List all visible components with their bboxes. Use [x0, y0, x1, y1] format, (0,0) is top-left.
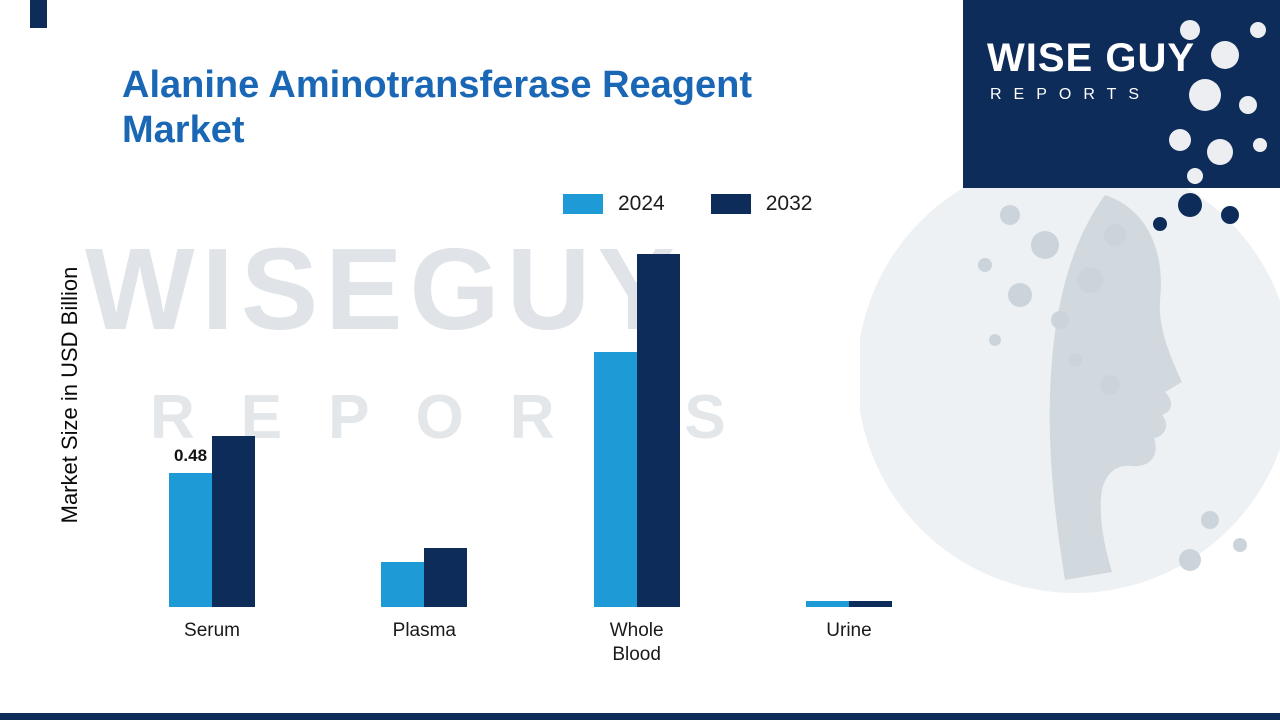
legend-item-2024: 2024: [563, 192, 665, 216]
bar-serum-2032: [212, 436, 255, 607]
legend-swatch-2024: [563, 194, 603, 214]
legend-item-2032: 2032: [710, 192, 813, 216]
bar-group-whole-blood: Whole Blood: [593, 220, 680, 665]
y-axis-label: Market Size in USD Billion: [57, 266, 82, 524]
corner-accent-rect: [30, 0, 47, 28]
legend-swatch-2032: [710, 194, 751, 214]
category-label-whole-blood: Whole Blood: [609, 620, 664, 665]
bar-groups: 0.48 Serum Plasma Whole Blood Urine: [169, 220, 892, 665]
chart-legend: 2024 2032: [563, 192, 812, 216]
bar-group-plasma: Plasma: [381, 220, 468, 641]
bar-urine-2024: [805, 601, 849, 607]
legend-label-2032: 2032: [765, 192, 813, 215]
legend-label-2024: 2024: [618, 192, 665, 215]
brand-logo-subtitle: REPORTS: [990, 86, 1152, 103]
bar-whole-blood-2024: [593, 352, 637, 607]
bars-whole-blood: [593, 254, 680, 607]
bottom-accent-bar: [0, 713, 1280, 720]
bar-value-label-serum-2024: 0.48: [173, 446, 208, 465]
bar-whole-blood-2032: [636, 254, 680, 607]
page-title: Alanine Aminotransferase Reagent Market: [122, 64, 752, 151]
dotted-head-white-dots: [1169, 20, 1267, 184]
bar-group-urine: Urine: [805, 220, 892, 641]
category-label-serum: Serum: [184, 620, 240, 641]
bars-serum: 0.48: [169, 436, 255, 607]
dotted-head-navy-dots: [1153, 193, 1239, 231]
bar-urine-2032: [848, 601, 892, 607]
bar-group-serum: 0.48 Serum: [169, 220, 255, 641]
bars-plasma: [381, 548, 468, 607]
brand-logo-text: WISE GUY: [987, 36, 1196, 80]
bar-plasma-2032: [424, 548, 468, 607]
bars-urine: [805, 601, 892, 607]
category-label-urine: Urine: [826, 620, 872, 641]
bar-serum-2024: 0.48: [169, 446, 212, 607]
brand-decoration-graphic: [860, 0, 1280, 593]
category-label-plasma: Plasma: [392, 620, 456, 641]
bar-plasma-2024: [381, 562, 425, 607]
watermark-brand-text: WISEGUY: [85, 224, 682, 354]
dotted-head-gray-dots: [978, 205, 1247, 571]
